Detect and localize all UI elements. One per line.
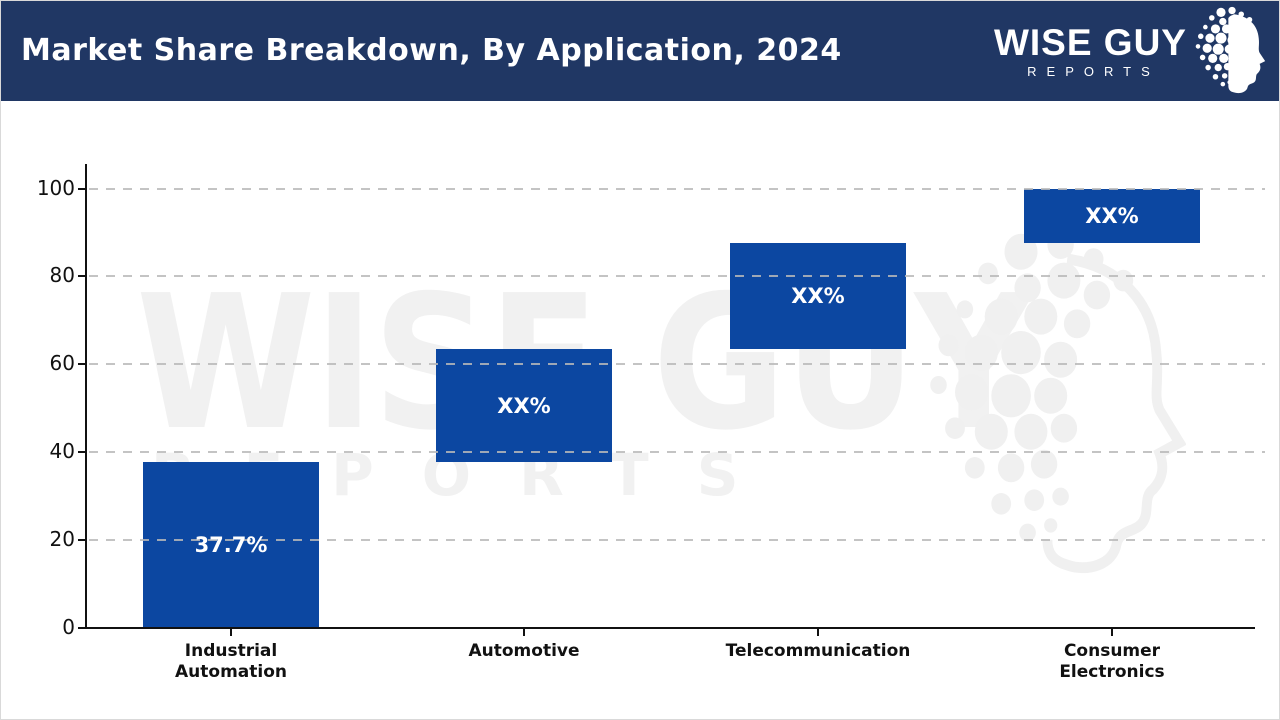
bar-value-label: XX%: [791, 283, 845, 308]
y-axis-line: [85, 164, 87, 629]
x-category-label-line: Industrial: [184, 641, 278, 661]
x-category-label-line: Automation: [175, 662, 287, 682]
gridline: [89, 187, 1265, 190]
y-tick-mark: [78, 451, 86, 454]
brand-logo: WISE GUY REPORTS: [994, 1, 1269, 101]
gridline: [89, 363, 1265, 366]
watermark-head-graphic: [930, 230, 1186, 574]
gridline: [89, 539, 1265, 542]
y-tick-label: 40: [49, 439, 75, 464]
y-tick-label: 20: [49, 527, 75, 552]
bar-value-label: XX%: [1085, 203, 1139, 228]
y-tick-label: 80: [49, 263, 75, 288]
bar-industrial-automation: [143, 462, 319, 628]
gridline: [89, 451, 1265, 454]
y-tick-label: 100: [36, 175, 75, 200]
y-tick-mark: [78, 539, 86, 542]
gridline: [89, 275, 1265, 278]
y-tick-mark: [78, 187, 86, 190]
x-category-label-line: Electronics: [1059, 662, 1165, 682]
y-tick-label: 60: [49, 351, 75, 376]
y-tick-label: 0: [62, 615, 75, 639]
x-category-label-line: Consumer: [1063, 641, 1161, 661]
header-bar: Market Share Breakdown, By Application, …: [1, 1, 1279, 101]
x-category-label: Automotive: [384, 641, 664, 662]
x-category-label: Industrial Automation: [91, 641, 371, 683]
bar-automotive: [436, 348, 612, 463]
bar-value-label: XX%: [497, 393, 551, 418]
x-tick-mark: [1111, 629, 1113, 636]
x-category-label-line: Telecommunication: [725, 641, 911, 661]
bar-telecommunication: [730, 242, 906, 349]
brand-name-text: WISE GUY: [993, 21, 1187, 63]
x-tick-mark: [523, 629, 525, 636]
brand-wordmark: WISE GUY REPORTS: [994, 24, 1187, 79]
bar-consumer-electronics: [1024, 188, 1200, 243]
x-category-label-line: Automotive: [468, 641, 580, 661]
brand-subtitle-text: REPORTS: [1027, 63, 1160, 79]
brand-head-icon: [1195, 6, 1266, 94]
page-title: Market Share Breakdown, By Application, …: [21, 33, 842, 68]
y-tick-mark: [78, 363, 86, 366]
x-tick-mark: [817, 629, 819, 636]
y-tick-mark: [78, 275, 86, 278]
x-tick-mark: [230, 629, 232, 636]
y-tick-mark: [78, 627, 86, 629]
x-category-label: Telecommunication: [678, 641, 958, 662]
bar-value-label: 37.7%: [194, 533, 268, 558]
x-axis-line: [85, 627, 1255, 629]
x-category-label: Consumer Electronics: [972, 641, 1252, 683]
